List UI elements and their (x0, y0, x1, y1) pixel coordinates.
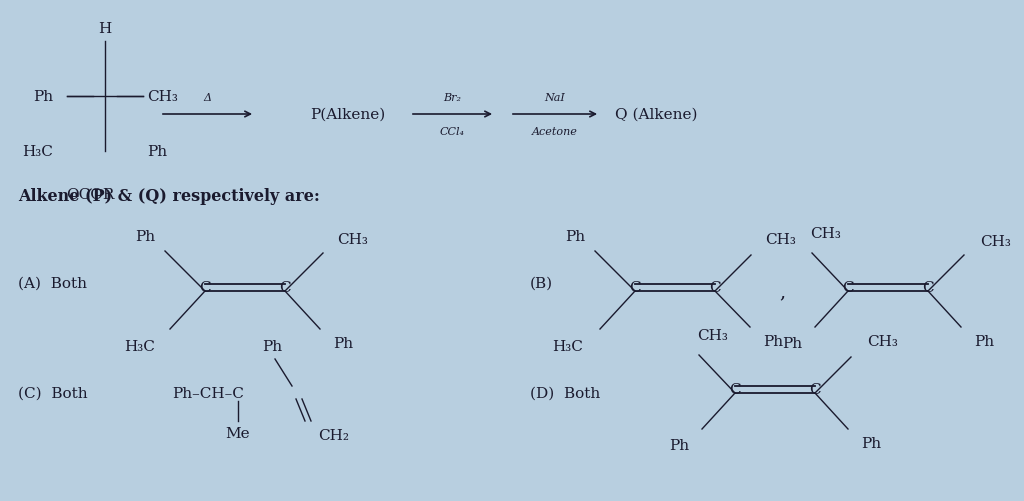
Text: NaI: NaI (545, 93, 565, 103)
Text: OCOR: OCOR (66, 188, 115, 201)
Text: H₃C: H₃C (552, 339, 583, 353)
Text: CCl₄: CCl₄ (440, 127, 465, 137)
Text: C: C (729, 382, 740, 396)
Text: CH₃: CH₃ (337, 232, 368, 246)
Text: Ph: Ph (974, 334, 994, 348)
Text: CH₃: CH₃ (147, 90, 178, 104)
Text: Δ: Δ (204, 93, 212, 103)
Text: CH₃: CH₃ (697, 328, 728, 342)
Text: Ph: Ph (262, 339, 282, 353)
Text: Me: Me (225, 426, 250, 440)
Text: Ph: Ph (33, 90, 53, 104)
Text: C: C (710, 281, 721, 295)
Text: Ph: Ph (669, 438, 689, 452)
Text: (C)  Both: (C) Both (18, 386, 88, 400)
Text: H₃C: H₃C (124, 339, 155, 353)
Text: (D)  Both: (D) Both (530, 386, 600, 400)
Text: C: C (809, 382, 821, 396)
Text: Q (Alkene): Q (Alkene) (615, 108, 697, 122)
Text: Ph–CH–C: Ph–CH–C (172, 386, 244, 400)
Text: CH₃: CH₃ (765, 232, 796, 246)
Text: P(Alkene): P(Alkene) (310, 108, 385, 122)
Text: C: C (280, 281, 291, 295)
Text: CH₃: CH₃ (867, 334, 898, 348)
Text: Ph: Ph (565, 229, 585, 243)
Text: H₃C: H₃C (23, 145, 53, 159)
Text: Ph: Ph (147, 145, 167, 159)
Text: C: C (629, 281, 641, 295)
Text: Acetone: Acetone (532, 127, 578, 137)
Text: C: C (200, 281, 211, 295)
Text: Ph: Ph (333, 336, 353, 350)
Text: Ph: Ph (135, 229, 155, 243)
Text: Alkene (P) & (Q) respectively are:: Alkene (P) & (Q) respectively are: (18, 188, 319, 205)
Text: ,: , (779, 283, 785, 301)
Text: Ph: Ph (782, 336, 802, 350)
Text: Ph: Ph (861, 436, 881, 450)
Text: H: H (98, 22, 112, 36)
Text: (B): (B) (530, 277, 553, 291)
Text: Br₂: Br₂ (443, 93, 462, 103)
Text: C: C (923, 281, 934, 295)
Text: C: C (842, 281, 854, 295)
Text: CH₂: CH₂ (318, 428, 349, 442)
Text: Ph: Ph (763, 334, 783, 348)
Text: CH₃: CH₃ (980, 234, 1011, 248)
Text: (A)  Both: (A) Both (18, 277, 87, 291)
Text: CH₃: CH₃ (811, 226, 842, 240)
